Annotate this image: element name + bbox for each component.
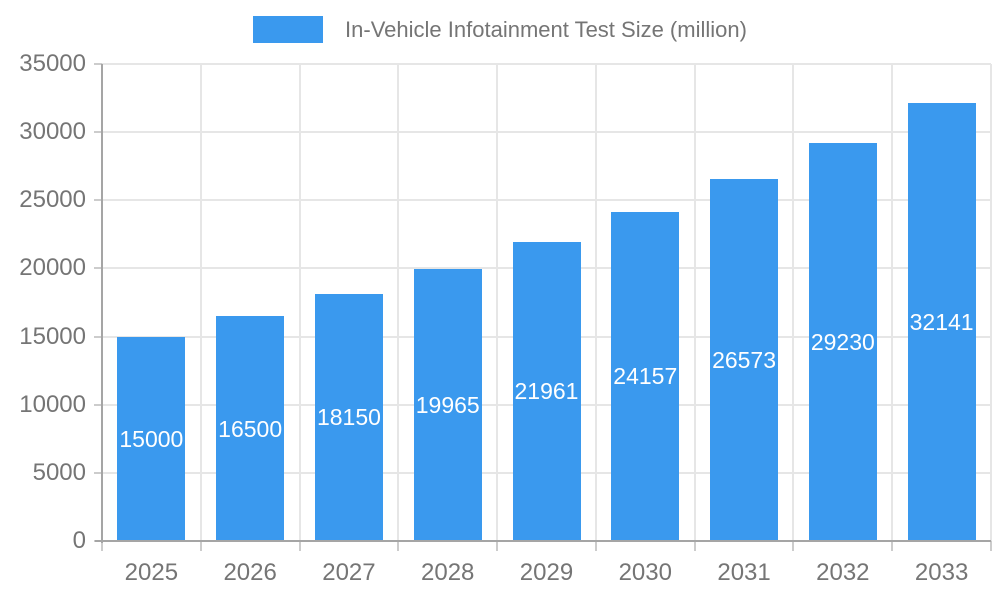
bar-2033[interactable]: [907, 102, 976, 541]
v-gridline: [298, 64, 301, 541]
y-axis-label: 25000: [19, 186, 86, 214]
y-axis-tick: [94, 199, 102, 202]
x-axis-tick: [990, 541, 992, 551]
bar-2030[interactable]: [611, 211, 680, 541]
bar-2032[interactable]: [808, 142, 877, 541]
x-axis-tick: [792, 541, 795, 551]
bar-2025[interactable]: [117, 336, 186, 541]
x-axis-label: 2030: [618, 559, 672, 586]
x-axis-tick: [891, 541, 894, 551]
legend-label: In-Vehicle Infotainment Test Size (milli…: [345, 16, 747, 42]
y-axis-label: 5000: [32, 458, 86, 486]
bar-value-label: 29230: [810, 328, 875, 355]
x-axis-label: 2031: [717, 559, 771, 586]
x-axis-tick: [199, 541, 202, 551]
bar-2031[interactable]: [710, 178, 779, 541]
x-axis-label: 2032: [816, 559, 870, 586]
x-axis-tick: [397, 541, 400, 551]
x-axis-tick: [594, 541, 597, 551]
y-axis-tick: [94, 403, 102, 406]
y-axis-label: 35000: [19, 50, 86, 77]
y-axis-label: 0: [72, 527, 86, 554]
x-axis-label: 2027: [322, 559, 376, 586]
bar-2029[interactable]: [512, 241, 581, 541]
bar-value-label: 19965: [415, 391, 480, 418]
x-axis-label: 2026: [223, 559, 277, 586]
y-axis-tick: [94, 63, 102, 65]
x-axis-label: 2028: [421, 559, 475, 586]
y-axis-label: 15000: [19, 322, 86, 350]
v-gridline: [496, 64, 499, 541]
h-gridline: [102, 199, 991, 202]
bar-value-label: 18150: [316, 404, 381, 431]
y-axis-tick: [94, 471, 102, 474]
y-axis-tick: [94, 267, 102, 270]
v-gridline: [891, 64, 894, 541]
x-axis-label: 2025: [124, 559, 179, 586]
v-gridline: [199, 64, 202, 541]
y-axis-label: 20000: [19, 254, 86, 282]
bar-value-label: 26573: [712, 346, 777, 373]
h-gridline: [102, 131, 991, 134]
bar-value-label: 15000: [119, 425, 184, 452]
bar-value-label: 32141: [909, 308, 974, 335]
bar-2028[interactable]: [413, 268, 482, 541]
x-axis-line: [95, 540, 991, 542]
legend[interactable]: In-Vehicle Infotainment Test Size (milli…: [0, 16, 1000, 43]
legend-swatch: [253, 16, 324, 43]
x-axis-tick: [693, 541, 696, 551]
v-gridline: [397, 64, 400, 541]
x-axis-tick: [298, 541, 301, 551]
bar-value-label: 24157: [613, 363, 678, 390]
x-axis-tick: [101, 541, 103, 551]
bar-2026[interactable]: [216, 316, 285, 541]
v-gridline: [594, 64, 597, 541]
x-axis-label: 2033: [914, 559, 969, 586]
bar-value-label: 16500: [218, 415, 283, 442]
h-gridline: [102, 63, 991, 65]
x-axis-label: 2029: [519, 559, 574, 586]
bar-2027[interactable]: [314, 293, 383, 541]
y-axis-label: 30000: [19, 118, 86, 146]
v-gridline: [792, 64, 795, 541]
y-axis-tick: [94, 131, 102, 134]
y-axis-tick: [94, 335, 102, 338]
v-gridline: [693, 64, 696, 541]
y-axis-line: [101, 64, 103, 543]
y-axis-label: 10000: [19, 390, 86, 418]
x-axis-tick: [496, 541, 499, 551]
bar-value-label: 21961: [514, 378, 579, 405]
v-gridline: [990, 64, 992, 541]
